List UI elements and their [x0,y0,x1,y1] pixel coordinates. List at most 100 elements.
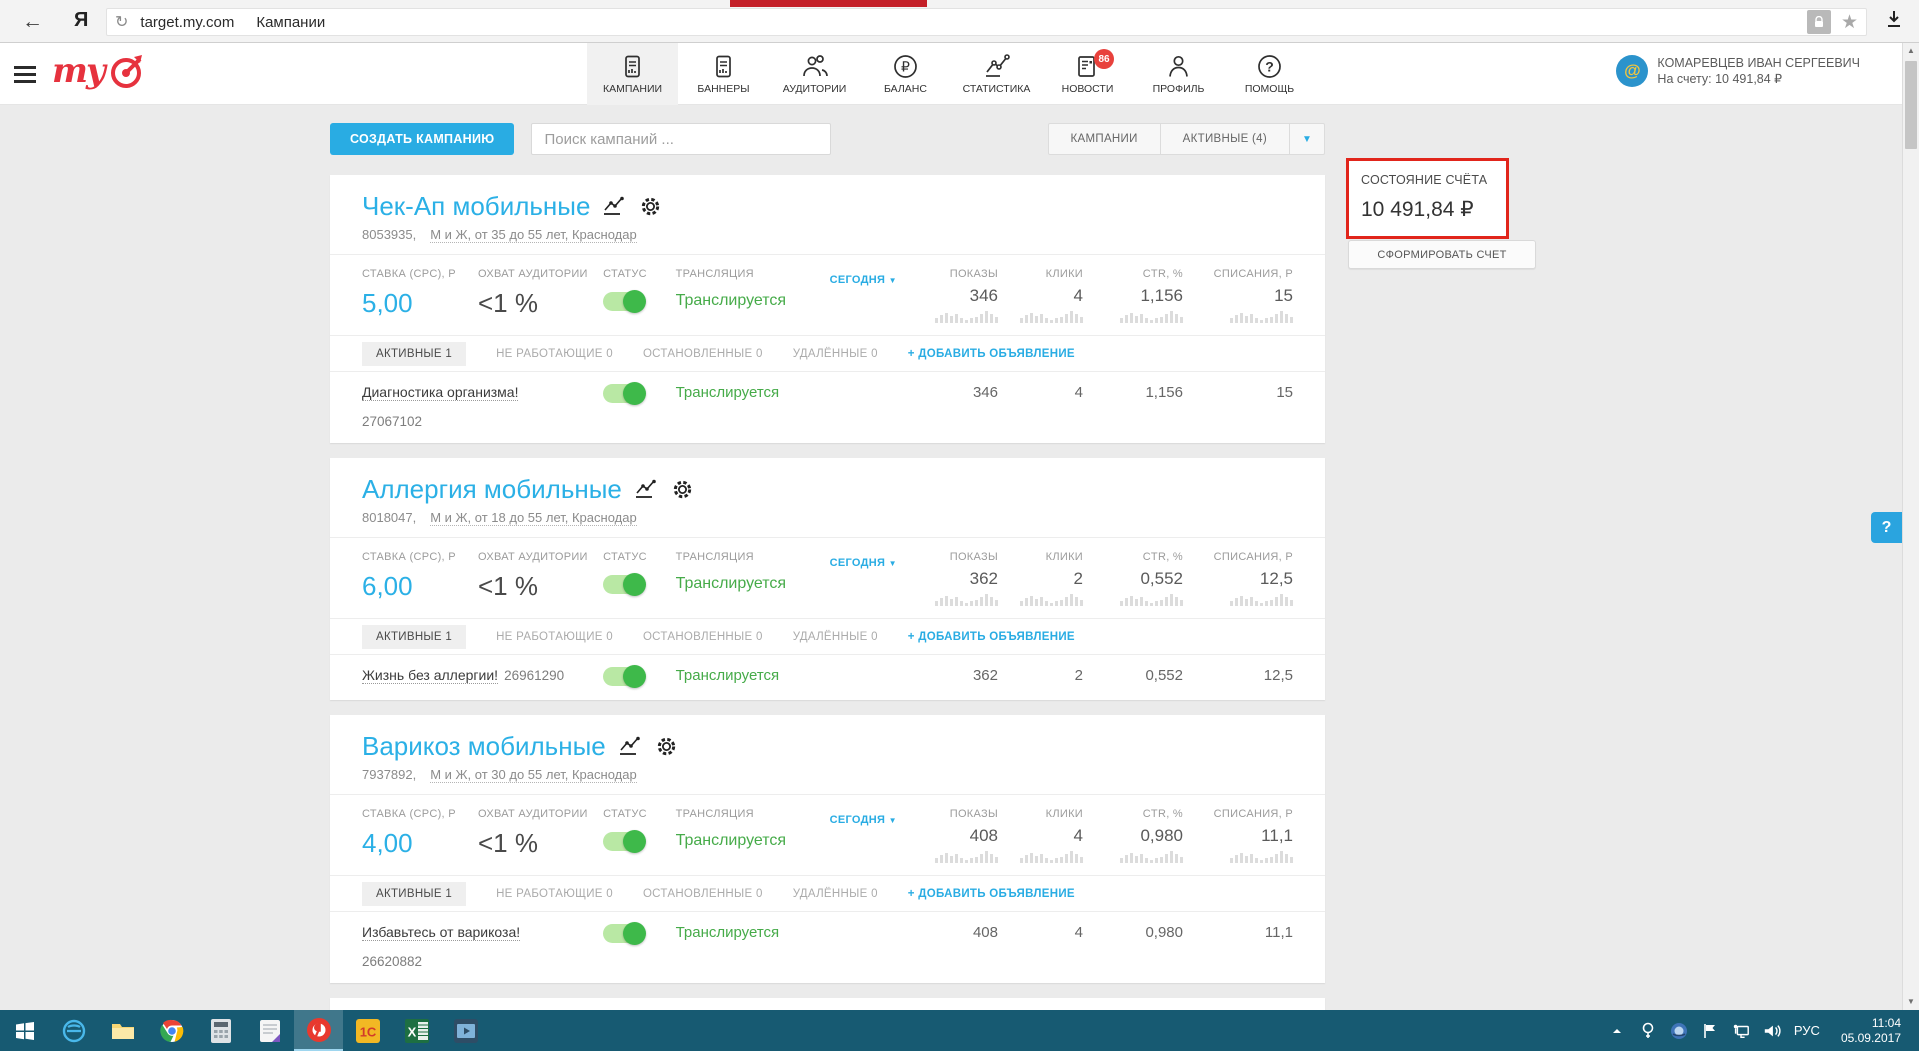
ads-tab-2[interactable]: НЕ РАБОТАЮЩИЕ 0 [496,887,613,900]
campaign-targeting-link[interactable]: М и Ж, от 18 до 55 лет, Краснодар [430,510,637,526]
campaign-settings-icon[interactable] [639,195,662,218]
status-toggle[interactable] [603,573,647,596]
taskbar-excel-button[interactable]: X [392,1010,441,1051]
ads-tab-4[interactable]: УДАЛЁННЫЕ 0 [792,887,878,900]
ads-tab-4[interactable]: УДАЛЁННЫЕ 0 [792,347,878,360]
tray-pin-icon[interactable] [1639,1022,1657,1040]
ad-name-link[interactable]: Жизнь без аллергии! [362,667,499,684]
yandex-browser-icon[interactable]: Я [74,9,89,31]
ads-tab-1[interactable]: АКТИВНЫЕ 1 [362,341,467,366]
menu-icon[interactable] [14,66,36,87]
status-toggle[interactable] [603,382,647,405]
tray-flag-icon[interactable] [1701,1022,1719,1040]
clock[interactable]: 11:04 05.09.2017 [1833,1016,1909,1046]
ads-tab-3[interactable]: ОСТАНОВЛЕННЫЕ 0 [642,887,763,900]
taskbar-calculator-button[interactable] [196,1010,245,1051]
help-button[interactable]: ? [1871,512,1902,543]
ad-name-link[interactable]: Диагностика организма! [362,384,519,401]
campaign-title-link[interactable]: Варикоз мобильные [362,731,606,761]
ad-name-link[interactable]: Избавьтесь от варикоза! [362,924,521,941]
url-text: target.my.com [140,13,235,31]
ads-tab-1[interactable]: АКТИВНЫЕ 1 [362,881,467,906]
status-toggle[interactable] [603,665,647,688]
tray-expand-icon[interactable] [1608,1022,1626,1040]
downloads-icon[interactable] [1885,9,1903,34]
reload-icon[interactable]: ↻ [115,14,129,31]
tray-volume-icon[interactable] [1763,1022,1781,1040]
status-label: СТАТУС [603,268,647,280]
taskbar-yandex-button[interactable] [294,1010,343,1051]
campaign-settings-icon[interactable] [671,478,694,501]
scroll-thumb[interactable] [1905,61,1917,149]
nav-item-4[interactable]: ₽ БАЛАНС [860,43,951,105]
campaign-title-link[interactable]: Чек-Ап мобильные [362,191,591,221]
today-select[interactable]: СЕГОДНЯ ▼ [830,274,897,286]
taskbar-folder-button[interactable] [98,1010,147,1051]
create-invoice-button[interactable]: СФОРМИРОВАТЬ СЧЕТ [1348,240,1536,269]
ad-row: Жизнь без аллергии! 26961290 Транслируется… [330,654,1325,700]
scroll-down-icon[interactable]: ▼ [1907,997,1915,1006]
filter-caret-icon[interactable]: ▼ [1302,133,1312,145]
filter-state-select[interactable]: АКТИВНЫЕ (4) [1161,124,1290,154]
today-select[interactable]: СЕГОДНЯ ▼ [830,557,897,569]
campaign-stats-icon[interactable] [618,736,643,758]
ads-tab-2[interactable]: НЕ РАБОТАЮЩИЕ 0 [496,630,613,643]
campaign-stats-icon[interactable] [634,479,659,501]
metric-column: КЛИКИ 4 [998,268,1083,323]
news-badge: 86 [1094,49,1114,69]
reach-label: ОХВАТ АУДИТОРИИ [478,268,588,280]
scroll-up-icon[interactable]: ▲ [1907,46,1915,55]
taskbar-onec-button[interactable]: 1С [343,1010,392,1051]
broadcast-status: Транслируется [675,575,787,592]
nav-item-7[interactable]: ПРОФИЛЬ [1133,43,1224,105]
taskbar-chrome-button[interactable] [147,1010,196,1051]
status-toggle[interactable] [603,830,647,853]
metrics-group: ПОКАЗЫ 408 КЛИКИ 4 CTR, % 0,980 СПИСАНИЯ, Р 11,… [913,808,1293,863]
status-toggle[interactable] [603,922,647,945]
toggle-knob [623,382,647,405]
ads-tab-3[interactable]: ОСТАНОВЛЕННЫЕ 0 [642,630,763,643]
rate-value: 4,00 [362,828,413,858]
nav-item-3[interactable]: АУДИТОРИИ [769,43,860,105]
ad-shows-value: 346 [972,384,998,401]
campaign-title-link[interactable]: Аллергия мобильные [362,474,622,504]
taskbar-start-button[interactable] [0,1010,49,1051]
language-indicator[interactable]: РУС [1793,1023,1820,1038]
campaign-settings-icon[interactable] [655,735,678,758]
add-ad-link[interactable]: + ДОБАВИТЬ ОБЪЯВЛЕНИЕ [907,347,1075,360]
today-select[interactable]: СЕГОДНЯ ▼ [830,814,897,826]
search-input[interactable] [531,123,832,155]
campaign-stats-icon[interactable] [602,196,627,218]
ads-tab-2[interactable]: НЕ РАБОТАЮЩИЕ 0 [496,347,613,360]
ads-tab-1[interactable]: АКТИВНЫЕ 1 [362,624,467,649]
ads-tab-4[interactable]: УДАЛЁННЫЕ 0 [792,630,878,643]
page-scrollbar[interactable]: ▲ ▼ [1902,43,1919,1010]
nav-item-5[interactable]: СТАТИСТИКА [951,43,1042,105]
filter-type-select[interactable]: КАМПАНИИ [1049,124,1161,154]
user-block[interactable]: @ КОМАРЕВЦЕВ ИВАН СЕРГЕЕВИЧ На счету: 10… [1616,55,1860,87]
tray-app-icon[interactable] [1670,1022,1688,1040]
taskbar-video-button[interactable] [441,1010,490,1051]
add-ad-link[interactable]: + ДОБАВИТЬ ОБЪЯВЛЕНИЕ [907,887,1075,900]
bookmark-star-icon[interactable]: ★ [1840,11,1858,33]
status-toggle[interactable] [603,290,647,313]
nav-item-label: ПРОФИЛЬ [1152,83,1205,95]
toggle-knob [623,665,647,688]
address-bar[interactable]: ↻ target.my.com Кампании ★ [106,8,1867,36]
taskbar-ie-button[interactable] [49,1010,98,1051]
nav-item-1[interactable]: КАМПАНИИ [587,43,678,105]
campaign-targeting-link[interactable]: М и Ж, от 30 до 55 лет, Краснодар [430,767,637,783]
lock-icon[interactable] [1806,10,1831,34]
taskbar-notes-button[interactable] [245,1010,294,1051]
back-icon[interactable]: ← [22,10,43,33]
nav-item-8[interactable]: ? ПОМОЩЬ [1224,43,1315,105]
mytarget-logo[interactable]: my [52,51,146,91]
create-campaign-button[interactable]: СОЗДАТЬ КАМПАНИЮ [330,123,515,155]
nav-item-2[interactable]: БАННЕРЫ [678,43,769,105]
tray-network-icon[interactable] [1732,1022,1750,1040]
active-tab-strip[interactable] [730,0,927,7]
campaign-targeting-link[interactable]: М и Ж, от 35 до 55 лет, Краснодар [430,227,637,243]
ads-tab-3[interactable]: ОСТАНОВЛЕННЫЕ 0 [642,347,763,360]
nav-item-6[interactable]: НОВОСТИ 86 [1042,43,1133,105]
add-ad-link[interactable]: + ДОБАВИТЬ ОБЪЯВЛЕНИЕ [907,630,1075,643]
